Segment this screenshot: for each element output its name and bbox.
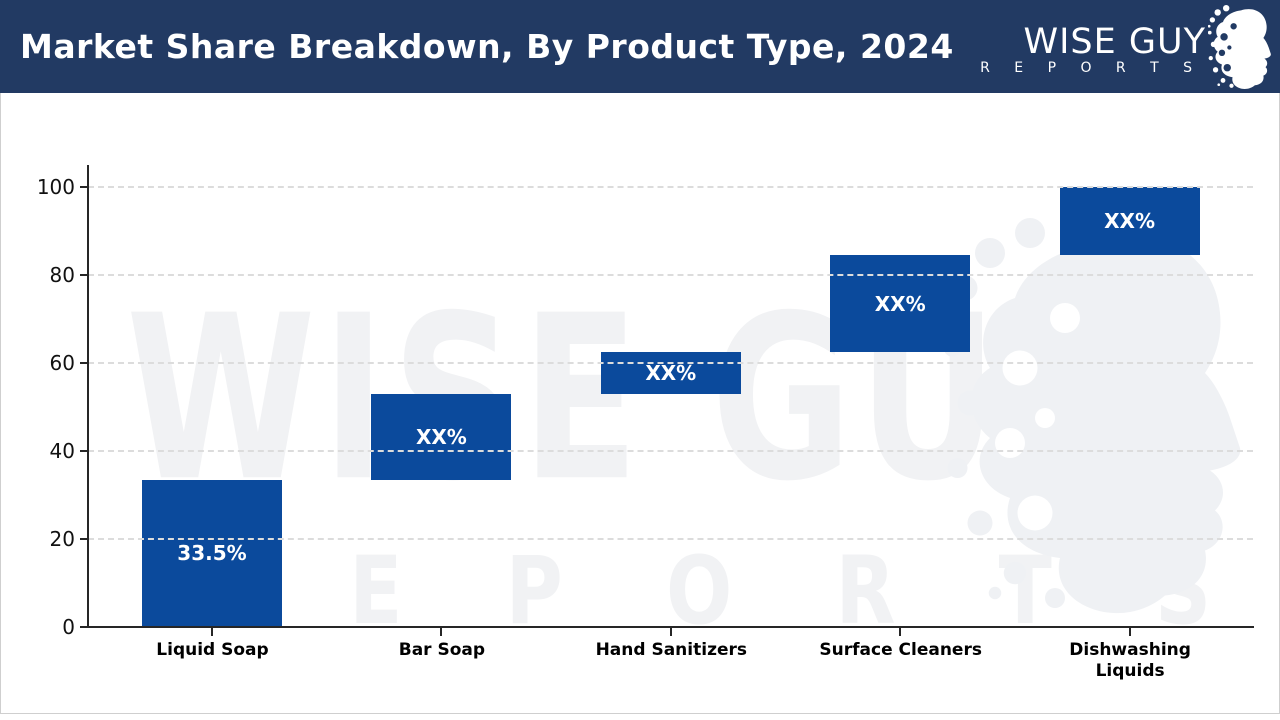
brand-logo-wordmark: WISE GUY <box>1023 22 1206 62</box>
y-axis-tick-label: 100 <box>36 175 75 199</box>
gridline <box>88 274 1253 276</box>
y-axis-line <box>87 165 89 628</box>
y-axis-tick <box>80 626 88 628</box>
y-axis-tick <box>80 538 88 540</box>
x-axis-tick <box>899 627 902 636</box>
bar-value-label: XX% <box>1104 209 1156 234</box>
x-axis-category-label: Surface Cleaners <box>819 640 982 660</box>
bar-value-label: XX% <box>645 360 697 385</box>
y-axis-tick-label: 0 <box>62 615 75 639</box>
y-axis-tick-label: 20 <box>49 527 75 551</box>
y-axis-tick <box>80 450 88 452</box>
y-axis-tick <box>80 274 88 276</box>
brand-logo-subtext: R E P O R T S <box>980 60 1202 76</box>
x-axis-category-label: Liquid Soap <box>156 640 269 660</box>
bar-segment: XX% <box>600 352 741 394</box>
bar-segment: XX% <box>371 393 512 480</box>
bar-segment: 33.5% <box>142 479 282 627</box>
watermark-subtext: R E P O R T S <box>186 538 1250 646</box>
gridline <box>88 362 1253 364</box>
brand-logo: WISE GUY R E P O R T S <box>980 0 1272 93</box>
bar-value-label: XX% <box>415 424 467 449</box>
x-axis-tick <box>440 627 443 636</box>
x-axis-tick <box>1128 627 1131 636</box>
bar-value-label: XX% <box>874 291 926 316</box>
x-axis-category-label: Hand Sanitizers <box>595 640 747 660</box>
y-axis-tick-label: 80 <box>49 263 75 287</box>
gridline <box>88 450 1253 452</box>
bar-segment: XX% <box>830 255 971 352</box>
x-axis-tick <box>669 627 672 636</box>
bar-value-label: 33.5% <box>177 541 247 566</box>
gridline <box>88 538 1253 540</box>
x-axis-tick <box>211 627 213 636</box>
header-bar: Market Share Breakdown, By Product Type,… <box>0 0 1280 93</box>
x-axis-category-label: Dishwashing Liquids <box>1069 640 1191 681</box>
y-axis-tick-label: 60 <box>49 351 75 375</box>
x-axis-category-label: Bar Soap <box>398 640 486 660</box>
page-title: Market Share Breakdown, By Product Type,… <box>20 27 954 66</box>
gridline <box>88 186 1253 188</box>
y-axis-tick-label: 40 <box>49 439 75 463</box>
y-axis-tick <box>80 362 88 364</box>
bar-segment: XX% <box>1059 187 1200 256</box>
y-axis-tick <box>80 186 88 188</box>
